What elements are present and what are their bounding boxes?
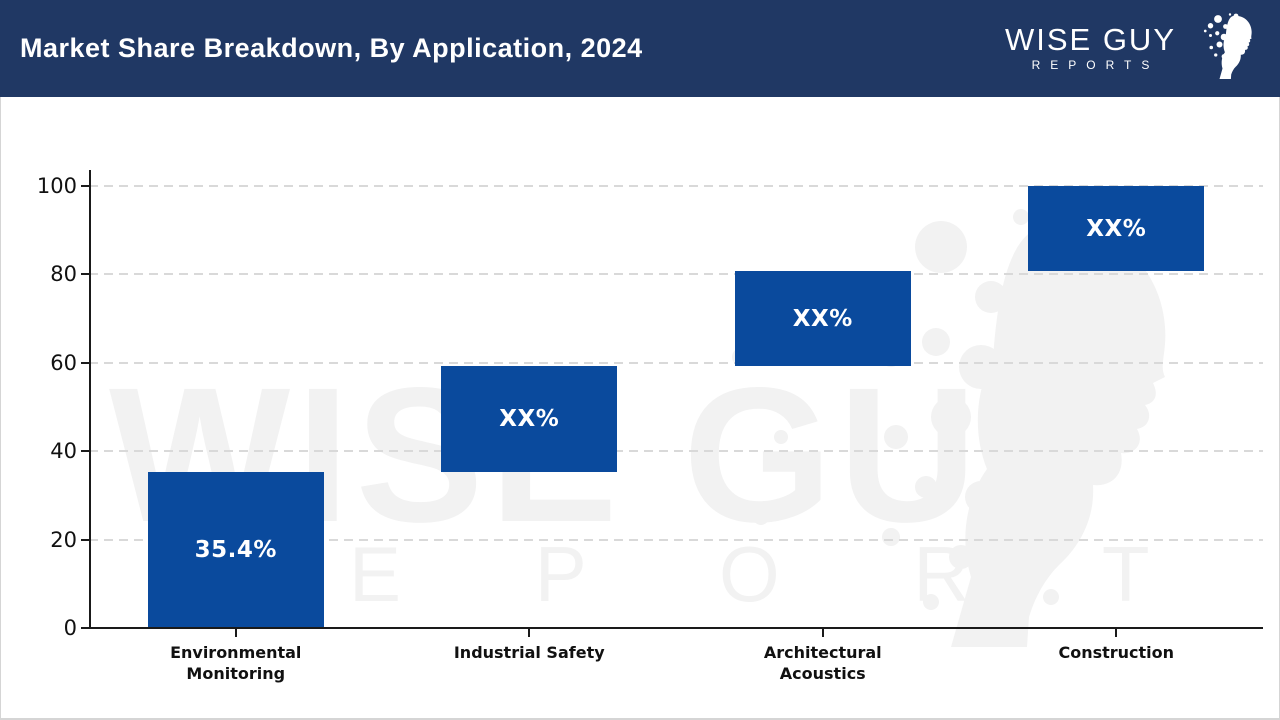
bar-industrial-safety: XX% (441, 366, 618, 472)
y-tick-label-80: 80 (50, 262, 77, 287)
x-label-architectural-acoustics: Architectural Acoustics (763, 643, 882, 683)
y-tick-60 (81, 361, 89, 364)
bar-environmental-monitoring: 35.4% (147, 471, 324, 628)
bar-value-label: XX% (792, 305, 853, 332)
x-label-environmental-monitoring: Environmental Monitoring (170, 643, 302, 683)
x-label-industrial-safety: Industrial Safety (453, 643, 605, 662)
x-axis-line (89, 627, 1263, 629)
gridline-100 (89, 185, 1263, 187)
plot-area: 0 20 40 60 80 100 35.4% Environmental Monitorin… (1, 97, 1280, 720)
y-axis-line (89, 170, 91, 628)
y-tick-20 (81, 538, 89, 541)
watermark-subtitle: R E P O R T S (159, 530, 1280, 618)
y-tick-80 (81, 273, 89, 276)
logo-wordmark: WISE GUY (1004, 22, 1176, 57)
y-tick-label-40: 40 (50, 439, 77, 464)
gridline-20 (89, 538, 1263, 541)
y-tick-label-60: 60 (50, 350, 77, 375)
header-bar: Market Share Breakdown, By Application, … (0, 0, 1280, 97)
bar-architectural-acoustics: XX% (734, 271, 911, 367)
y-tick-100 (81, 185, 89, 187)
bar-value-label: 35.4% (194, 536, 277, 563)
gridline-40 (89, 450, 1263, 453)
wise-guy-reports-logo: WISE GUY REPORTS (1005, 11, 1266, 87)
chart-title: Market Share Breakdown, By Application, … (20, 33, 643, 63)
bar-value-label: XX% (1086, 215, 1147, 242)
y-tick-label-20: 20 (50, 527, 77, 552)
y-tick-label-100: 100 (36, 174, 77, 198)
logo-text: WISE GUY REPORTS (1005, 24, 1176, 73)
logo-face-icon (1203, 12, 1252, 79)
x-tick-construction (1115, 629, 1118, 637)
logo-subtitle: REPORTS (1031, 58, 1160, 72)
gridline-60 (89, 361, 1263, 364)
y-tick-label-0: 0 (63, 616, 77, 640)
x-tick-industrial-safety (528, 629, 531, 637)
x-tick-architectural-acoustics (821, 629, 824, 637)
chart-canvas: WISE GUY R E P O R T S 0 20 40 60 80 100 35.4%… (0, 97, 1280, 720)
gridline-80 (89, 273, 1263, 276)
watermark-face-icon (732, 209, 1166, 647)
x-label-construction: Construction (1058, 643, 1175, 662)
y-tick-0 (81, 627, 89, 629)
bar-value-label: XX% (499, 405, 560, 432)
bar-construction: XX% (1028, 186, 1205, 272)
x-tick-environmental-monitoring (234, 629, 237, 637)
y-tick-40 (81, 450, 89, 453)
